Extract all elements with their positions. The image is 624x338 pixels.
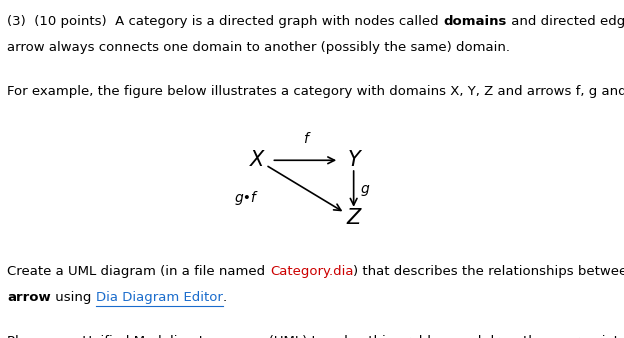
Text: arrow: arrow bbox=[7, 291, 51, 304]
Text: Category.dia: Category.dia bbox=[270, 265, 353, 278]
Text: For example, the figure below illustrates a category with domains X, Y, Z and ar: For example, the figure below illustrate… bbox=[7, 84, 624, 97]
Text: arrow always connects one domain to another (possibly the same) domain.: arrow always connects one domain to anot… bbox=[7, 41, 510, 53]
Text: ) that describes the relationships between: ) that describes the relationships betwe… bbox=[353, 265, 624, 278]
Text: Create a UML diagram (in a file named: Create a UML diagram (in a file named bbox=[7, 265, 270, 278]
Text: domains: domains bbox=[444, 15, 507, 28]
Text: Z: Z bbox=[346, 208, 361, 227]
Text: (3)  (10 points)  A category is a directed graph with nodes called: (3) (10 points) A category is a directed… bbox=[7, 15, 444, 28]
Text: g•f: g•f bbox=[234, 191, 256, 205]
Text: .: . bbox=[223, 291, 227, 304]
Text: and directed edges called: and directed edges called bbox=[507, 15, 624, 28]
Text: g: g bbox=[361, 182, 369, 196]
Text: using: using bbox=[51, 291, 96, 304]
Text: f: f bbox=[303, 132, 308, 146]
Text: Please use Unified Modeling Language (UML) to solve this problem and draw the ap: Please use Unified Modeling Language (UM… bbox=[7, 335, 624, 338]
Text: Y: Y bbox=[348, 150, 360, 170]
Text: Dia Diagram Editor: Dia Diagram Editor bbox=[96, 291, 223, 304]
Text: X: X bbox=[250, 150, 264, 170]
